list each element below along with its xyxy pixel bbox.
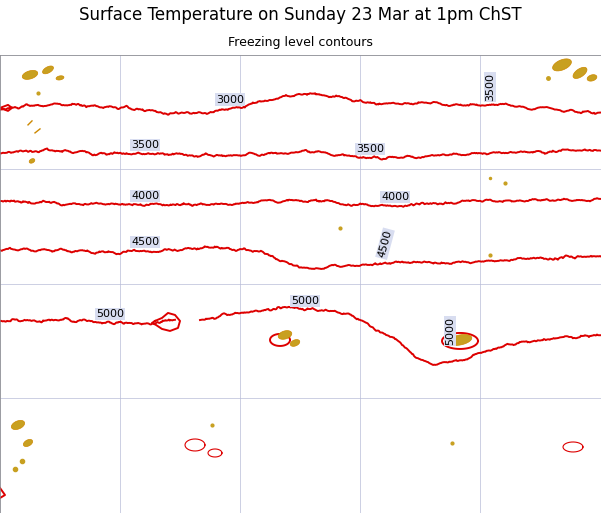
Polygon shape	[278, 330, 291, 339]
Polygon shape	[22, 70, 38, 80]
Polygon shape	[553, 59, 572, 71]
Polygon shape	[56, 76, 64, 80]
Text: Surface Temperature on Sunday 23 Mar at 1pm ChST: Surface Temperature on Sunday 23 Mar at …	[79, 6, 522, 25]
Polygon shape	[448, 334, 472, 345]
Text: Freezing level contours: Freezing level contours	[228, 36, 373, 49]
Polygon shape	[23, 440, 32, 446]
Text: 4500: 4500	[377, 229, 394, 259]
Text: 4000: 4000	[381, 192, 409, 202]
Polygon shape	[43, 66, 53, 74]
Text: 3000: 3000	[216, 94, 244, 105]
Text: 3500: 3500	[485, 73, 495, 101]
Polygon shape	[573, 67, 587, 78]
Text: 5000: 5000	[96, 309, 124, 319]
Text: 5000: 5000	[291, 296, 319, 306]
Text: 5000: 5000	[445, 317, 455, 345]
Text: 4000: 4000	[131, 191, 159, 201]
Polygon shape	[587, 75, 597, 81]
Polygon shape	[29, 159, 35, 163]
Text: 3500: 3500	[131, 140, 159, 150]
Polygon shape	[11, 421, 25, 429]
Text: 4500: 4500	[131, 238, 159, 247]
Polygon shape	[290, 340, 300, 346]
Text: 3500: 3500	[356, 144, 384, 154]
